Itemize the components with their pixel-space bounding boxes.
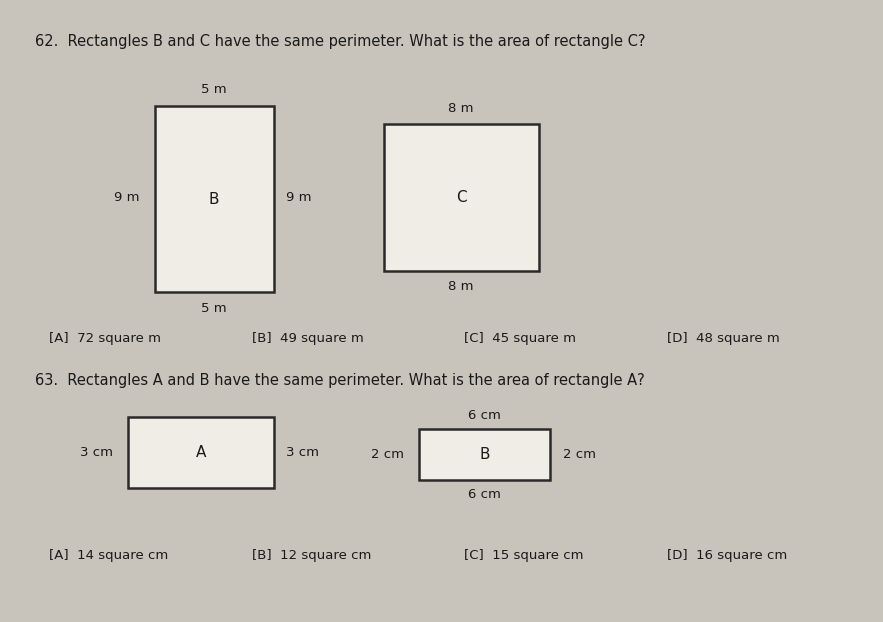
Text: 2 cm: 2 cm xyxy=(563,448,596,460)
Text: 3 cm: 3 cm xyxy=(80,447,113,459)
Text: B: B xyxy=(209,192,219,207)
Bar xyxy=(128,417,274,488)
Text: 62.  Rectangles B and C have the same perimeter. What is the area of rectangle C: 62. Rectangles B and C have the same per… xyxy=(35,34,645,49)
Text: [D]  16 square cm: [D] 16 square cm xyxy=(667,549,787,562)
Text: 9 m: 9 m xyxy=(286,192,312,204)
Text: 6 cm: 6 cm xyxy=(468,488,502,501)
Text: 5 m: 5 m xyxy=(200,302,227,315)
Text: [C]  15 square cm: [C] 15 square cm xyxy=(464,549,583,562)
Bar xyxy=(419,429,550,480)
Text: [C]  45 square m: [C] 45 square m xyxy=(464,333,576,345)
Text: [B]  49 square m: [B] 49 square m xyxy=(252,333,364,345)
Text: C: C xyxy=(456,190,467,205)
Text: 2 cm: 2 cm xyxy=(372,448,404,460)
Text: 6 cm: 6 cm xyxy=(468,409,502,422)
Text: [A]  14 square cm: [A] 14 square cm xyxy=(49,549,168,562)
Text: 63.  Rectangles A and B have the same perimeter. What is the area of rectangle A: 63. Rectangles A and B have the same per… xyxy=(35,373,645,388)
Text: [D]  48 square m: [D] 48 square m xyxy=(667,333,780,345)
Text: 8 m: 8 m xyxy=(449,280,473,293)
Bar xyxy=(384,124,539,271)
Text: 9 m: 9 m xyxy=(114,192,140,204)
Text: 8 m: 8 m xyxy=(449,102,473,115)
Text: A: A xyxy=(196,445,206,460)
Bar xyxy=(155,106,274,292)
Text: 5 m: 5 m xyxy=(200,83,227,96)
Text: B: B xyxy=(479,447,490,462)
Text: [B]  12 square cm: [B] 12 square cm xyxy=(252,549,371,562)
Text: [A]  72 square m: [A] 72 square m xyxy=(49,333,161,345)
Text: 3 cm: 3 cm xyxy=(286,447,319,459)
